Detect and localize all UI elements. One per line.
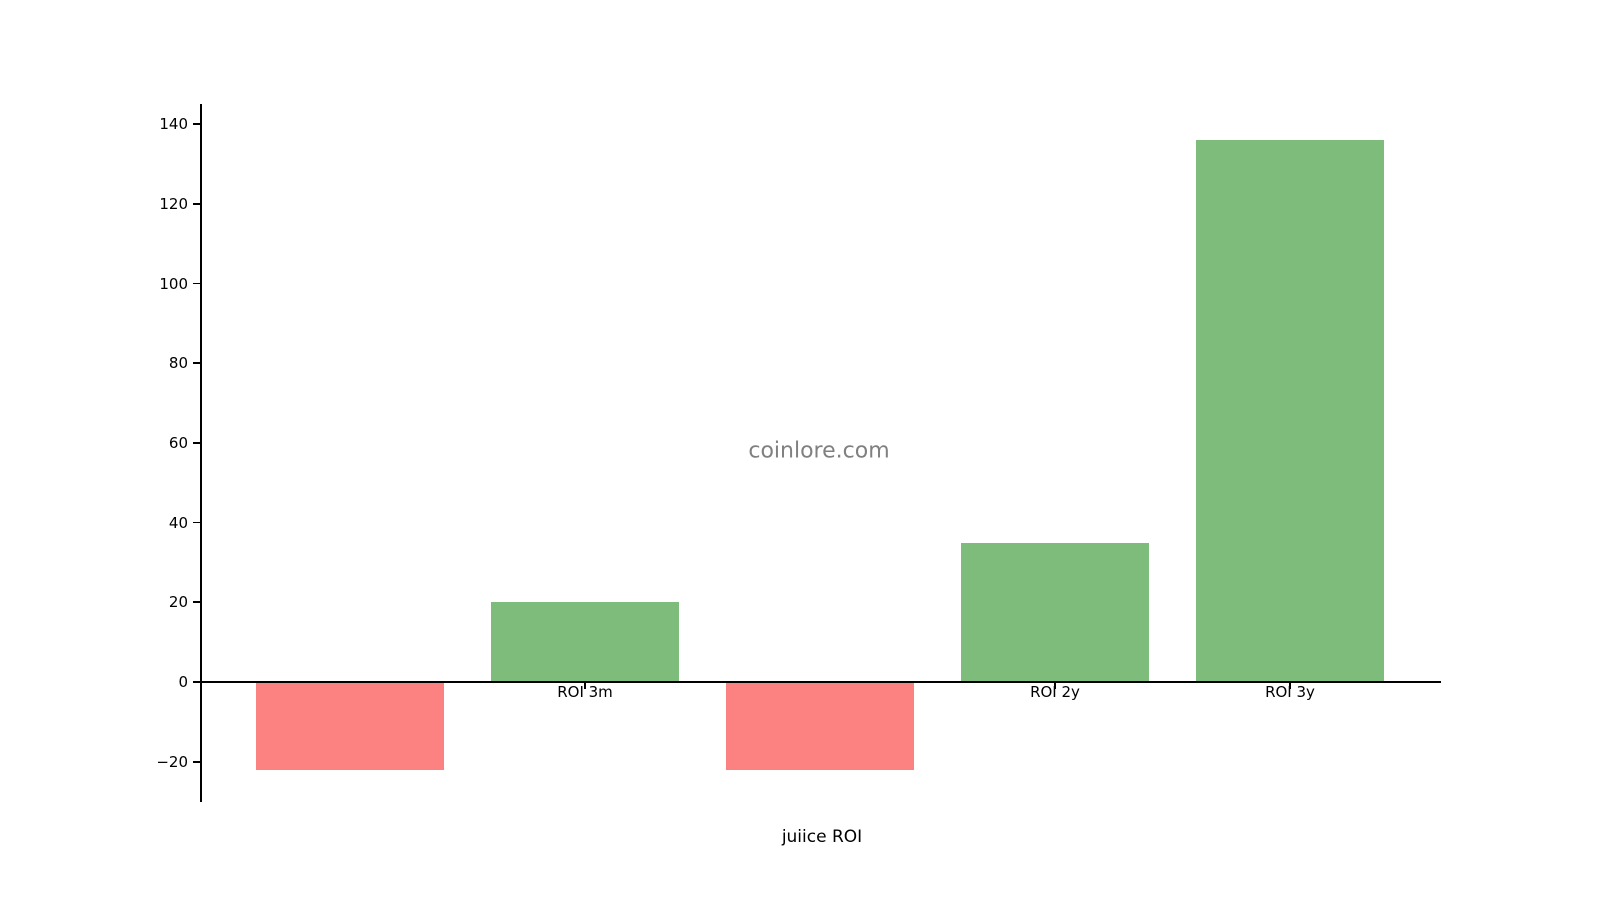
- bar-0: [256, 682, 444, 770]
- y-tick-label-5: 40: [168, 513, 188, 532]
- y-tick-6: [193, 601, 200, 604]
- x-tick-label-3: ROI 2y: [1030, 683, 1080, 701]
- chart-x-axis-title: juiice ROI: [781, 827, 863, 847]
- y-tick-label-3: 80: [168, 354, 188, 373]
- y-tick-label-2: 100: [159, 274, 188, 293]
- y-tick-1: [193, 202, 200, 205]
- bar-3: [961, 542, 1149, 682]
- y-tick-label-4: 60: [168, 433, 188, 452]
- y-tick-label-8: −20: [156, 752, 188, 771]
- x-tick-3: [1054, 682, 1056, 689]
- y-tick-7: [193, 681, 200, 683]
- y-tick-2: [193, 282, 200, 285]
- x-tick-4: [1289, 682, 1291, 689]
- y-tick-label-0: 140: [159, 115, 188, 134]
- y-tick-label-7: 0: [178, 673, 188, 691]
- x-tick-1: [584, 682, 586, 689]
- y-tick-label-1: 120: [159, 194, 188, 213]
- bar-1: [491, 602, 679, 682]
- y-axis-line: [200, 104, 202, 802]
- x-tick-label-1: ROI 3m: [557, 683, 613, 701]
- watermark-text: coinlore.com: [748, 438, 890, 464]
- x-tick-label-4: ROI 3y: [1265, 683, 1315, 701]
- bar-2: [726, 682, 914, 770]
- y-tick-label-6: 20: [168, 593, 188, 612]
- y-tick-0: [193, 123, 200, 125]
- y-tick-3: [193, 362, 200, 365]
- y-tick-4: [193, 442, 200, 444]
- x-axis-line: [200, 681, 1441, 683]
- y-tick-5: [193, 521, 200, 524]
- bar-4: [1196, 140, 1384, 682]
- y-tick-8: [193, 760, 200, 763]
